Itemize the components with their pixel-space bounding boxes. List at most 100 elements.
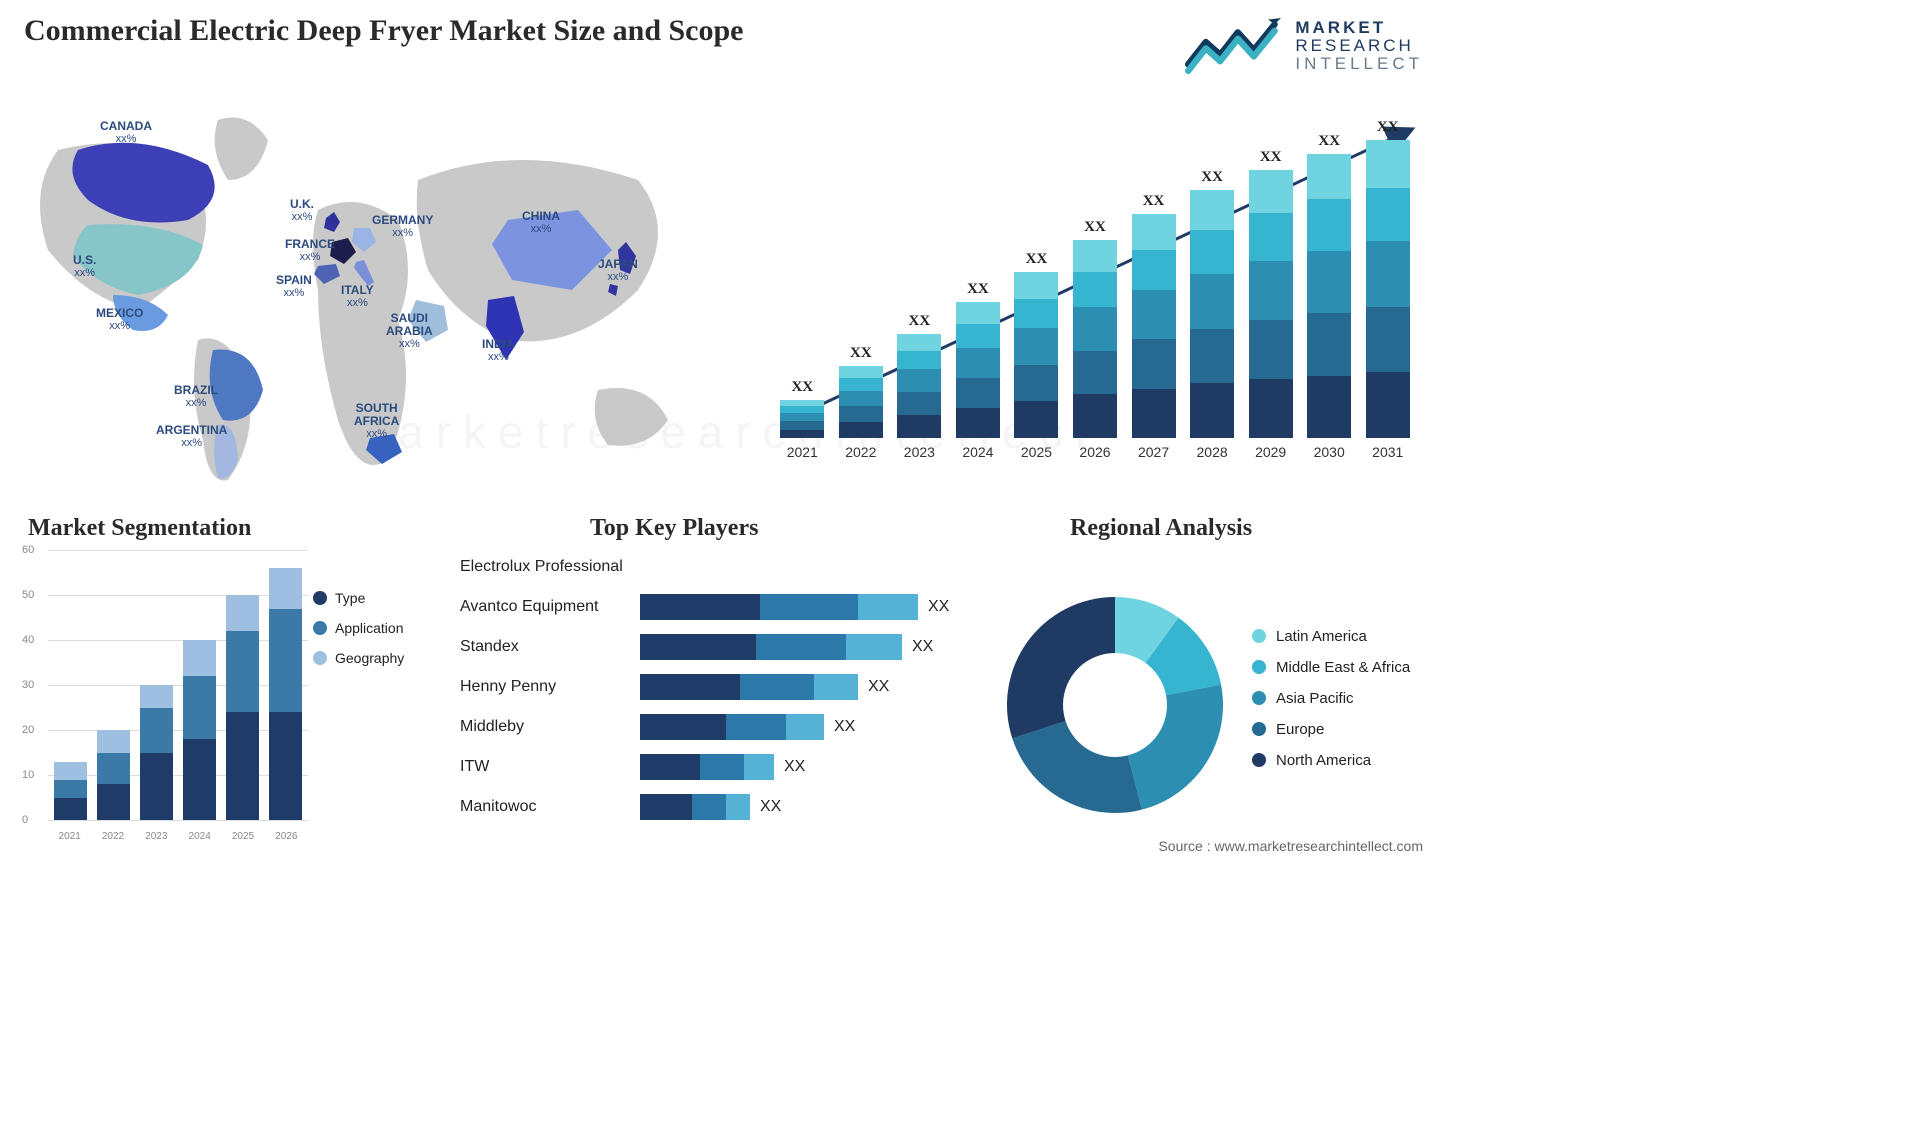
player-name: Avantco Equipment <box>460 598 640 616</box>
legend-label: Type <box>335 590 365 606</box>
player-value-label: XX <box>760 798 781 816</box>
growth-bar: XX 2025 <box>1014 251 1059 460</box>
legend-swatch <box>1252 660 1266 674</box>
legend-swatch <box>1252 722 1266 736</box>
growth-bar-value-label: XX <box>909 313 931 330</box>
seg-y-tick: 20 <box>22 724 34 736</box>
seg-legend-item: Geography <box>313 650 438 666</box>
seg-legend-item: Type <box>313 590 438 606</box>
players-title: Top Key Players <box>590 515 758 542</box>
map-label: ARGENTINAxx% <box>156 424 227 449</box>
map-label: U.S.xx% <box>73 254 96 279</box>
map-label: CHINAxx% <box>522 210 560 235</box>
growth-bar-year: 2023 <box>904 444 935 460</box>
player-value-label: XX <box>834 718 855 736</box>
player-bar <box>640 634 902 660</box>
seg-y-tick: 50 <box>22 589 34 601</box>
brand-line-3: INTELLECT <box>1295 55 1423 73</box>
player-row: Middleby XX <box>460 710 980 744</box>
seg-y-tick: 0 <box>22 814 28 826</box>
seg-bar <box>183 640 216 820</box>
map-label: SOUTHAFRICAxx% <box>354 402 399 440</box>
legend-label: Asia Pacific <box>1276 690 1354 707</box>
growth-bar: XX2021 <box>780 379 825 460</box>
region-legend-item: North America <box>1252 752 1410 769</box>
player-row: Avantco Equipment XX <box>460 590 980 624</box>
seg-bar <box>97 730 130 820</box>
brand-line-1: MARKET <box>1295 19 1423 37</box>
player-row: Henny Penny XX <box>460 670 980 704</box>
player-row: StandexXX <box>460 630 980 664</box>
growth-bar-year: 2030 <box>1314 444 1345 460</box>
growth-bar-value-label: XX <box>1084 219 1106 236</box>
player-bar <box>640 594 918 620</box>
player-name: Manitowoc <box>460 798 640 816</box>
growth-bar: XX2027 <box>1131 193 1176 460</box>
legend-label: Application <box>335 620 404 636</box>
legend-swatch <box>313 621 327 635</box>
seg-y-tick: 30 <box>22 679 34 691</box>
growth-bar-value-label: XX <box>850 345 872 362</box>
growth-bar: XX 2023 <box>897 313 942 460</box>
growth-bar: XX 2024 <box>956 281 1001 460</box>
seg-y-tick: 60 <box>22 544 34 556</box>
player-name: Electrolux Professional <box>460 558 640 576</box>
player-bar <box>640 674 858 700</box>
growth-bar-year: 2022 <box>845 444 876 460</box>
players-chart: Electrolux Professional Avantco Equipment… <box>460 550 980 850</box>
player-bar <box>640 754 774 780</box>
map-label: GERMANYxx% <box>372 214 433 239</box>
map-label: SAUDIARABIAxx% <box>386 312 433 350</box>
legend-label: North America <box>1276 752 1371 769</box>
seg-bar <box>54 762 87 821</box>
legend-label: Europe <box>1276 721 1324 738</box>
map-label: CANADAxx% <box>100 120 152 145</box>
growth-bar-year: 2025 <box>1021 444 1052 460</box>
growth-bar-year: 2028 <box>1197 444 1228 460</box>
map-label: FRANCExx% <box>285 238 335 263</box>
seg-y-tick: 10 <box>22 769 34 781</box>
growth-bar-value-label: XX <box>1143 193 1165 210</box>
player-value-label: XX <box>784 758 805 776</box>
growth-bar: XX2028 <box>1190 169 1235 460</box>
growth-bar-value-label: XX <box>1377 119 1399 136</box>
segmentation-title: Market Segmentation <box>28 515 251 542</box>
region-legend-item: Middle East & Africa <box>1252 659 1410 676</box>
seg-bar <box>226 595 259 820</box>
growth-bar-value-label: XX <box>1026 251 1048 268</box>
brand-logo-text: MARKET RESEARCH INTELLECT <box>1295 19 1423 73</box>
legend-swatch <box>313 651 327 665</box>
seg-x-tick: 2024 <box>178 831 221 842</box>
page-title: Commercial Electric Deep Fryer Market Si… <box>24 14 744 48</box>
map-label: SPAINxx% <box>276 274 312 299</box>
world-map: CANADAxx%U.S.xx%MEXICOxx%BRAZILxx%ARGENT… <box>18 90 708 490</box>
growth-bar-year: 2024 <box>962 444 993 460</box>
legend-swatch <box>313 591 327 605</box>
player-name: Standex <box>460 638 640 656</box>
growth-bar-value-label: XX <box>967 281 989 298</box>
growth-bar-year: 2026 <box>1079 444 1110 460</box>
donut-svg <box>1000 590 1230 820</box>
player-value-label: XX <box>868 678 889 696</box>
region-legend-item: Asia Pacific <box>1252 690 1410 707</box>
legend-label: Geography <box>335 650 404 666</box>
player-name: ITW <box>460 758 640 776</box>
growth-bar-year: 2029 <box>1255 444 1286 460</box>
donut-hole <box>1063 653 1167 757</box>
growth-bar-value-label: XX <box>1260 149 1282 166</box>
growth-bar-value-label: XX <box>1318 133 1340 150</box>
seg-x-tick: 2026 <box>265 831 308 842</box>
growth-bar: XX 2029 <box>1248 149 1293 460</box>
brand-logo: MARKET RESEARCH INTELLECT <box>1185 14 1423 78</box>
growth-chart: XX2021XX2022XX2023XX2024XX2025XX2026XX20… <box>730 100 1430 490</box>
growth-bar-value-label: XX <box>791 379 813 396</box>
map-label: MEXICOxx% <box>96 307 143 332</box>
source-line: Source : www.marketresearchintellect.com <box>1158 838 1423 854</box>
player-bar <box>640 714 824 740</box>
player-value-label: XX <box>928 598 949 616</box>
player-name: Middleby <box>460 718 640 736</box>
player-row: Manitowoc XX <box>460 790 980 824</box>
legend-swatch <box>1252 753 1266 767</box>
segmentation-chart: 202120222023202420252026 TypeApplication… <box>18 550 438 850</box>
player-name: Henny Penny <box>460 678 640 696</box>
